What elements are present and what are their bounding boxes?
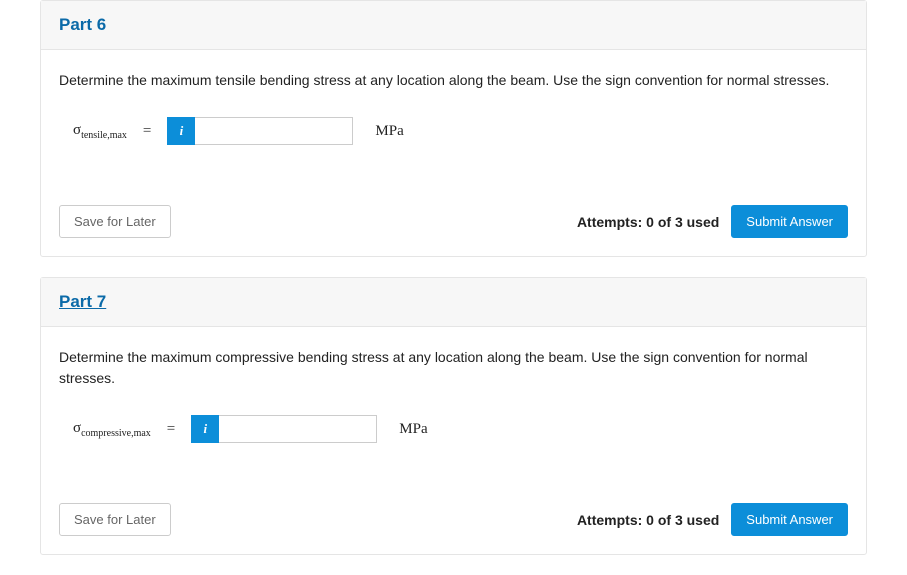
- part-title: Part 6: [59, 15, 106, 34]
- answer-row: σtensile,max = i MPa: [73, 117, 848, 145]
- equals-sign: =: [143, 123, 151, 140]
- part-card: Part 7 Determine the maximum compressive…: [40, 277, 867, 555]
- unit-label: MPa: [399, 421, 427, 438]
- variable-subscript: tensile,max: [81, 130, 127, 141]
- variable-subscript: compressive,max: [81, 428, 151, 439]
- part-title[interactable]: Part 7: [59, 292, 106, 311]
- answer-input[interactable]: [219, 415, 377, 443]
- save-for-later-button[interactable]: Save for Later: [59, 205, 171, 238]
- info-icon[interactable]: i: [191, 415, 219, 443]
- info-glyph: i: [203, 421, 207, 437]
- question-prompt: Determine the maximum tensile bending st…: [59, 70, 848, 91]
- variable-symbol: σtensile,max: [73, 122, 127, 141]
- attempts-text: Attempts: 0 of 3 used: [577, 214, 719, 230]
- submit-answer-button[interactable]: Submit Answer: [731, 503, 848, 536]
- part-body: Determine the maximum compressive bendin…: [41, 327, 866, 554]
- footer-right-group: Attempts: 0 of 3 used Submit Answer: [577, 205, 848, 238]
- info-glyph: i: [180, 123, 184, 139]
- equals-sign: =: [167, 421, 175, 438]
- page-container: Part 6 Determine the maximum tensile ben…: [0, 0, 907, 555]
- attempts-text: Attempts: 0 of 3 used: [577, 512, 719, 528]
- unit-label: MPa: [375, 123, 403, 140]
- part-card: Part 6 Determine the maximum tensile ben…: [40, 0, 867, 257]
- part-header: Part 6: [41, 1, 866, 50]
- input-group: i: [167, 117, 353, 145]
- footer-row: Save for Later Attempts: 0 of 3 used Sub…: [59, 205, 848, 238]
- info-icon[interactable]: i: [167, 117, 195, 145]
- save-for-later-button[interactable]: Save for Later: [59, 503, 171, 536]
- footer-row: Save for Later Attempts: 0 of 3 used Sub…: [59, 503, 848, 536]
- question-prompt: Determine the maximum compressive bendin…: [59, 347, 848, 389]
- part-header: Part 7: [41, 278, 866, 327]
- input-group: i: [191, 415, 377, 443]
- sigma-glyph: σ: [73, 122, 81, 138]
- part-body: Determine the maximum tensile bending st…: [41, 50, 866, 256]
- footer-right-group: Attempts: 0 of 3 used Submit Answer: [577, 503, 848, 536]
- submit-answer-button[interactable]: Submit Answer: [731, 205, 848, 238]
- sigma-glyph: σ: [73, 420, 81, 436]
- answer-row: σcompressive,max = i MPa: [73, 415, 848, 443]
- answer-input[interactable]: [195, 117, 353, 145]
- variable-symbol: σcompressive,max: [73, 420, 151, 439]
